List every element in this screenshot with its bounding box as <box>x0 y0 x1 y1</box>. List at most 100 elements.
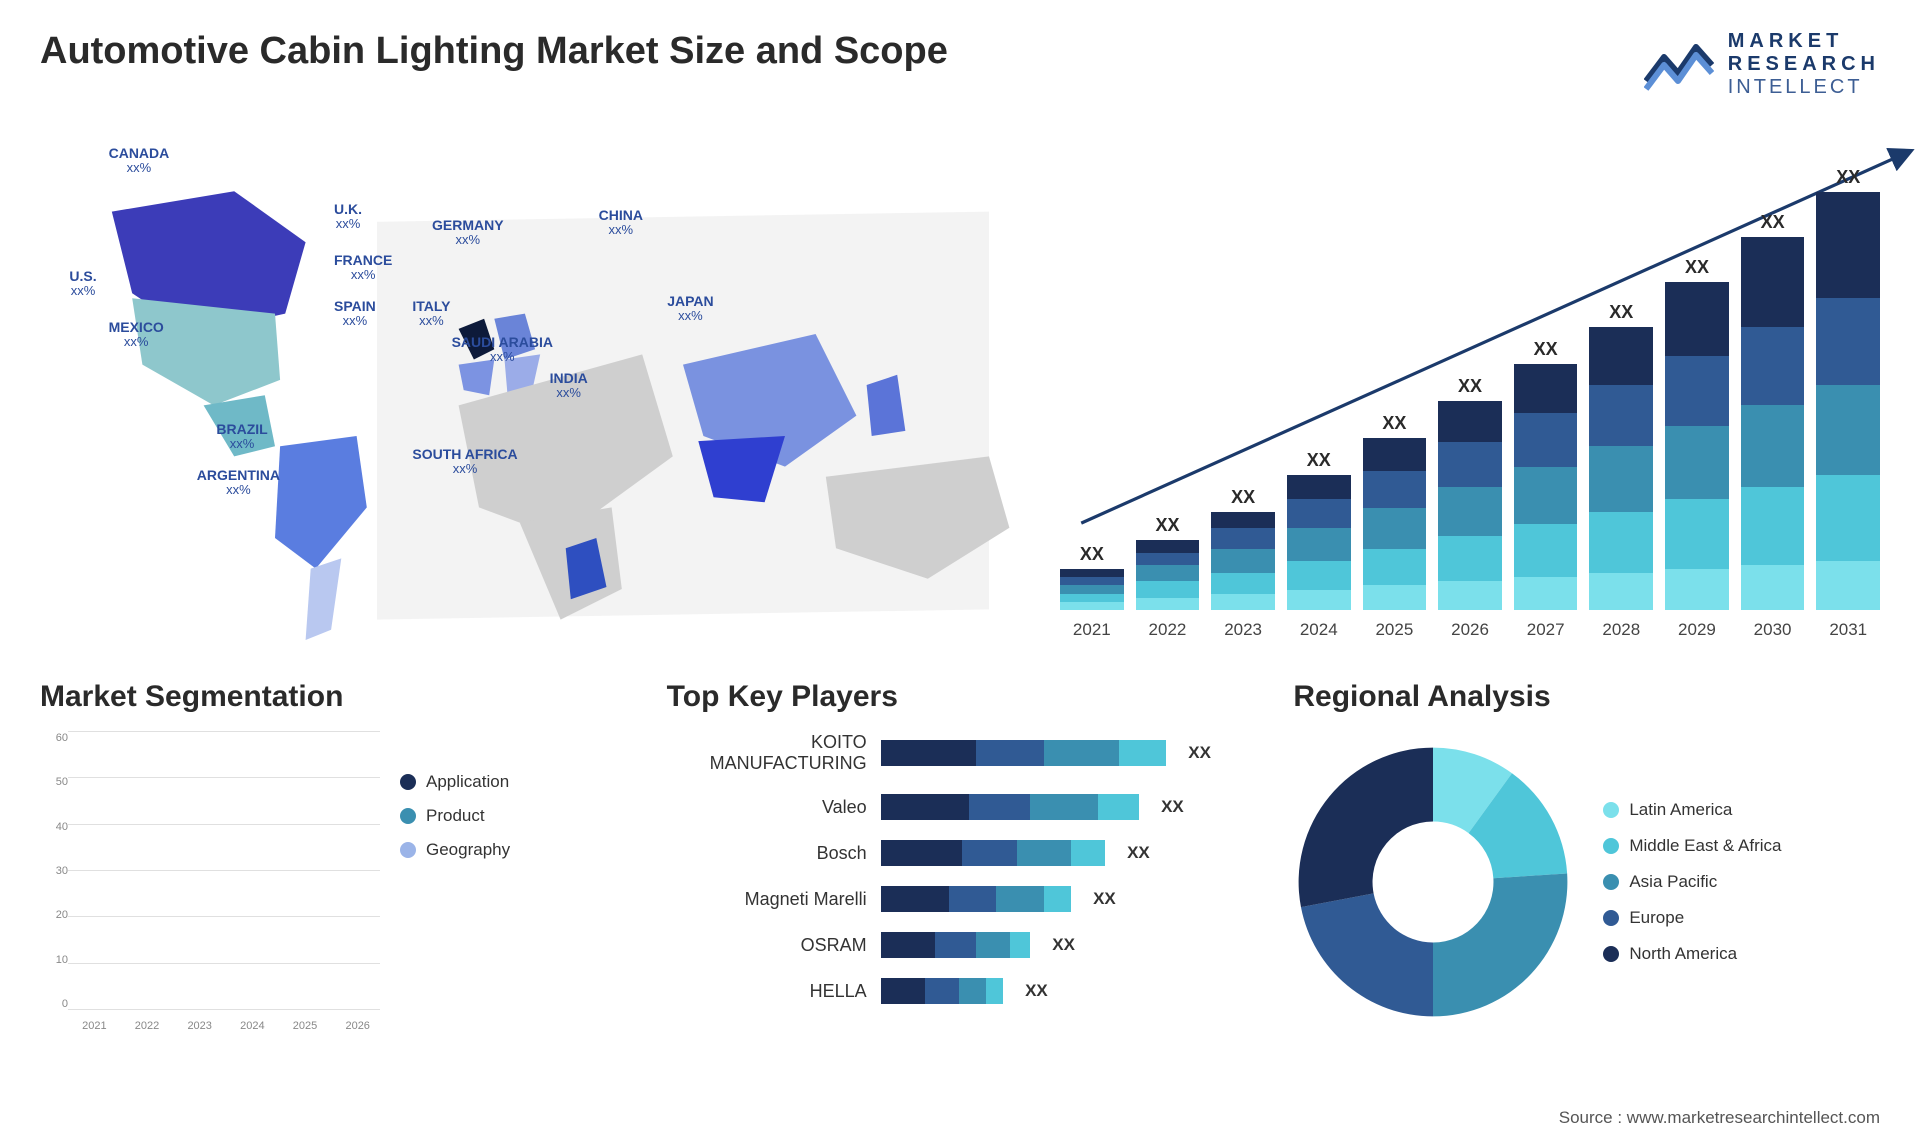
main-chart-segment <box>1363 508 1427 549</box>
kp-segment <box>1044 740 1119 766</box>
seg-ytick: 60 <box>40 732 68 744</box>
seg-year-label: 2021 <box>72 1020 117 1032</box>
kp-segment <box>1119 740 1167 766</box>
kp-name: OSRAM <box>667 935 867 956</box>
seg-ytick: 50 <box>40 776 68 788</box>
kp-row: OSRAM XX <box>667 932 1254 958</box>
kp-name: Bosch <box>667 843 867 864</box>
main-chart-segment <box>1287 528 1351 561</box>
main-chart-segment <box>1211 528 1275 549</box>
regional-legend: Latin AmericaMiddle East & AfricaAsia Pa… <box>1603 800 1781 964</box>
kp-name: Valeo <box>667 797 867 818</box>
seg-ytick: 10 <box>40 954 68 966</box>
main-chart-column: XX <box>1438 376 1502 610</box>
main-chart-segment <box>1211 594 1275 610</box>
kp-value-label: XX <box>1127 843 1150 863</box>
brand-logo: MARKET RESEARCH INTELLECT <box>1644 30 1880 99</box>
seg-year-label: 2022 <box>125 1020 170 1032</box>
main-chart-year-label: 2026 <box>1438 620 1502 640</box>
main-chart-value-label: XX <box>1836 167 1860 188</box>
kp-segment <box>881 794 969 820</box>
source-text: Source : www.marketresearchintellect.com <box>1559 1108 1880 1128</box>
seg-ytick: 0 <box>40 998 68 1010</box>
main-chart-value-label: XX <box>1761 212 1785 233</box>
main-chart-segment <box>1741 237 1805 327</box>
kp-segment <box>949 886 997 912</box>
kp-segment <box>881 932 935 958</box>
donut-slice <box>1301 893 1433 1016</box>
main-chart-segment <box>1136 540 1200 552</box>
main-chart-value-label: XX <box>1155 515 1179 536</box>
kp-row: ValeoXX <box>667 794 1254 820</box>
seg-legend-item: Geography <box>400 840 627 860</box>
main-chart-year-label: 2029 <box>1665 620 1729 640</box>
main-chart-segment <box>1816 475 1880 561</box>
seg-year-label: 2025 <box>283 1020 328 1032</box>
main-chart-column: XX <box>1060 544 1124 610</box>
main-chart-segment <box>1438 581 1502 610</box>
map-label: JAPANxx% <box>667 293 713 324</box>
kp-value-label: XX <box>1188 743 1211 763</box>
main-chart-segment <box>1438 401 1502 442</box>
segmentation-title: Market Segmentation <box>40 680 627 714</box>
main-chart-value-label: XX <box>1685 257 1709 278</box>
main-chart-segment <box>1589 327 1653 384</box>
main-chart-segment <box>1589 512 1653 574</box>
main-chart-segment <box>1665 356 1729 426</box>
kp-name: HELLA <box>667 981 867 1002</box>
kp-row: KOITO MANUFACTURING XX <box>667 732 1254 774</box>
main-chart-column: XX <box>1514 339 1578 610</box>
kp-value-label: XX <box>1025 981 1048 1001</box>
kp-segment <box>1030 794 1098 820</box>
main-chart-segment <box>1741 565 1805 610</box>
main-chart-segment <box>1816 385 1880 475</box>
main-chart-column: XX <box>1741 212 1805 610</box>
main-chart-segment <box>1741 327 1805 405</box>
map-label: U.S.xx% <box>69 268 96 299</box>
main-chart-year-label: 2028 <box>1589 620 1653 640</box>
main-chart-segment <box>1060 585 1124 593</box>
kp-segment <box>881 978 925 1004</box>
kp-row: Magneti MarelliXX <box>667 886 1254 912</box>
map-label: CHINAxx% <box>599 207 643 238</box>
main-chart-year-label: 2024 <box>1287 620 1351 640</box>
bottom-row: Market Segmentation 6050403020100 202120… <box>40 680 1880 1086</box>
main-chart-segment <box>1136 565 1200 581</box>
map-label: MEXICOxx% <box>109 319 164 350</box>
top-row: CANADAxx%U.S.xx%MEXICOxx%BRAZILxx%ARGENT… <box>40 130 1880 640</box>
kp-segment <box>1010 932 1030 958</box>
kp-name: KOITO MANUFACTURING <box>667 732 867 774</box>
main-chart-segment <box>1438 442 1502 487</box>
main-chart-year-label: 2022 <box>1136 620 1200 640</box>
regional-title: Regional Analysis <box>1293 680 1880 714</box>
keyplayers-panel: Top Key Players KOITO MANUFACTURINGXXVal… <box>667 680 1254 1086</box>
logo-line2: RESEARCH <box>1728 53 1880 76</box>
map-label: SPAINxx% <box>334 298 376 329</box>
main-chart-year-label: 2021 <box>1060 620 1124 640</box>
kp-segment <box>881 840 963 866</box>
kp-bar <box>881 840 1105 866</box>
seg-ytick: 20 <box>40 909 68 921</box>
page-title: Automotive Cabin Lighting Market Size an… <box>40 30 948 73</box>
kp-segment <box>1071 840 1105 866</box>
segmentation-panel: Market Segmentation 6050403020100 202120… <box>40 680 627 1086</box>
seg-legend-item: Product <box>400 806 627 826</box>
map-label: U.K.xx% <box>334 201 362 232</box>
seg-year-label: 2026 <box>335 1020 380 1032</box>
kp-value-label: XX <box>1052 935 1075 955</box>
main-chart-segment <box>1514 413 1578 466</box>
main-chart-segment <box>1287 499 1351 528</box>
kp-segment <box>962 840 1016 866</box>
main-chart-year-label: 2030 <box>1741 620 1805 640</box>
map-label: BRAZILxx% <box>216 421 267 452</box>
main-chart-value-label: XX <box>1458 376 1482 397</box>
main-chart-segment <box>1589 573 1653 610</box>
regional-donut <box>1293 742 1573 1022</box>
main-chart-segment <box>1287 590 1351 611</box>
segmentation-legend: ApplicationProductGeography <box>400 732 627 1032</box>
main-chart: XXXXXXXXXXXXXXXXXXXXXX 20212022202320242… <box>1060 130 1880 640</box>
map-label: FRANCExx% <box>334 252 392 283</box>
kp-segment <box>881 886 949 912</box>
main-chart-segment <box>1136 581 1200 597</box>
main-chart-value-label: XX <box>1080 544 1104 565</box>
